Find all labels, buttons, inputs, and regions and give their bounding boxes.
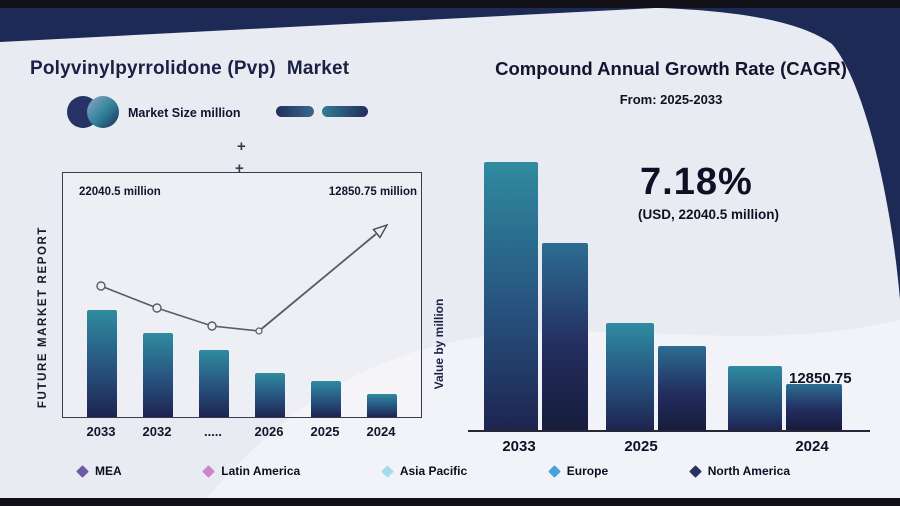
bottom-border-bar: [0, 498, 900, 506]
bar: [143, 333, 173, 417]
x-axis-line: [468, 430, 870, 432]
top-right-curve: [660, 8, 900, 300]
bar: [199, 350, 229, 417]
legend-item: Latin America: [202, 464, 301, 478]
x-tick-label: 2026: [254, 424, 284, 439]
legend-circle-teal-icon: [87, 96, 119, 128]
legend-label: Europe: [566, 464, 609, 478]
x-tick-label: 2033: [86, 424, 116, 439]
y-axis-label: Value by million: [432, 298, 446, 390]
market-size-legend-label: Market Size million: [128, 106, 241, 120]
bar: [255, 373, 285, 417]
x-tick-label: 2024: [795, 438, 829, 455]
top-border-bar: [0, 0, 900, 8]
bar-data-label: 12850.75: [789, 370, 852, 387]
top-left-triangle: [0, 8, 655, 42]
bar: [786, 384, 842, 430]
bar: [484, 162, 538, 430]
legend-label: MEA: [95, 464, 122, 478]
legend-label: North America: [707, 464, 790, 478]
region-legend: MEA Latin America Asia Pacific Europe North …: [76, 464, 790, 478]
diamond-icon: [688, 464, 702, 478]
cagr-value: 7.18%: [640, 161, 753, 203]
left-chart-title: Polyvinylpyrrolidone (Pvp) Market: [30, 58, 350, 79]
x-tick-label: .....: [203, 424, 223, 439]
left-x-labels: 2033 2032..... 2026 2025 2024: [0, 424, 470, 444]
diamond-icon: [380, 464, 394, 478]
plus-icon: +: [237, 138, 246, 155]
x-tick-label: 2032: [142, 424, 172, 439]
legend-item: MEA: [76, 464, 122, 478]
diamond-icon: [547, 464, 561, 478]
x-tick-label: 2033: [502, 438, 536, 455]
gradient-pill-icon: [322, 106, 368, 117]
x-tick-label: 2025: [310, 424, 340, 439]
bar: [658, 346, 706, 430]
legend-item: North America: [688, 464, 790, 478]
bar: [728, 366, 782, 430]
cagr-note: (USD, 22040.5 million): [638, 207, 780, 222]
right-chart-subtitle: From: 2025-2033: [619, 92, 723, 107]
chart-annotation-right: 12850.75 million: [328, 186, 417, 198]
future-market-report-label: FUTURE MARKET REPORT: [37, 225, 49, 409]
gradient-pill-icon: [276, 106, 314, 117]
legend-item: Europe: [547, 464, 609, 478]
plus-icon: +: [235, 160, 244, 177]
bar: [311, 381, 341, 417]
legend-label: Latin America: [221, 464, 301, 478]
x-tick-label: 2025: [624, 438, 658, 455]
bar: [606, 323, 654, 430]
legend-label: Asia Pacific: [399, 464, 468, 478]
legend-item: Asia Pacific: [380, 464, 468, 478]
left-chart: 22040.5 million 12850.75 million: [62, 172, 422, 418]
right-chart-title: Compound Annual Growth Rate (CAGR): [495, 58, 847, 79]
bar: [367, 394, 397, 417]
diamond-icon: [202, 464, 216, 478]
chart-annotation-left: 22040.5 million: [79, 186, 161, 198]
diamond-icon: [76, 464, 89, 478]
x-tick-label: 2024: [366, 424, 396, 439]
bar: [542, 243, 588, 430]
